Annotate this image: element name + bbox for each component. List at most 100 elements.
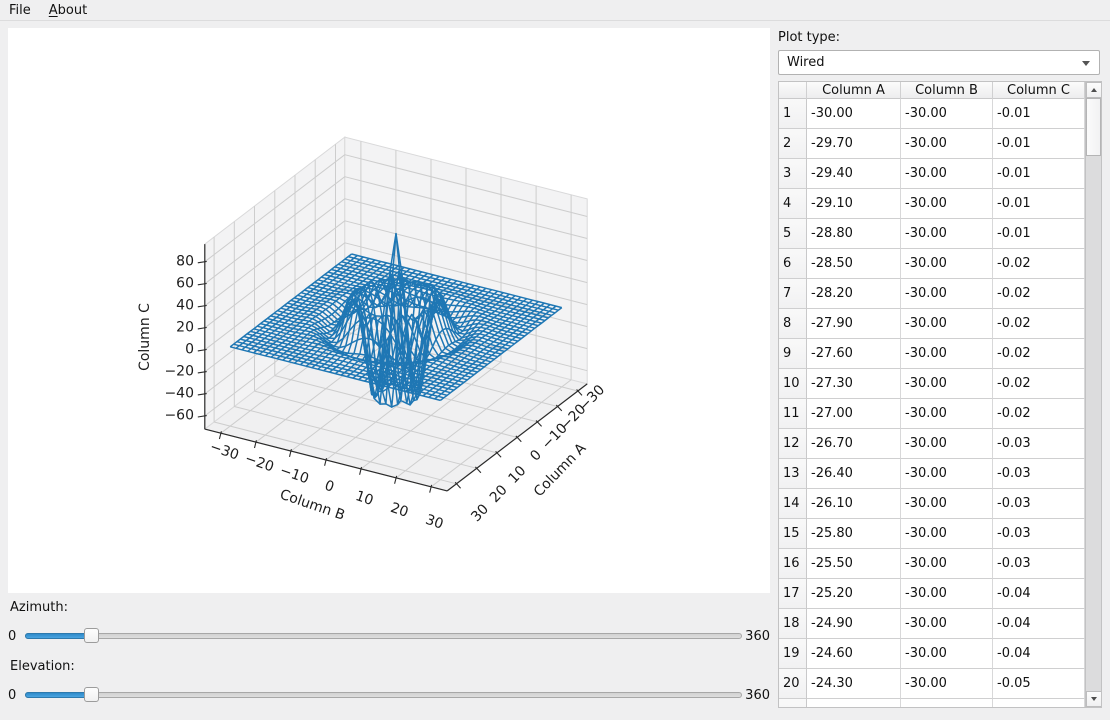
table-cell[interactable]: -30.00	[901, 639, 993, 669]
azimuth-slider[interactable]: 0 360	[8, 628, 770, 644]
table-cell[interactable]: -24.60	[807, 639, 901, 669]
table-cell[interactable]: -30.00	[901, 189, 993, 219]
table-cell[interactable]: -0.02	[993, 249, 1085, 279]
table-cell[interactable]: -28.50	[807, 249, 901, 279]
elevation-slider-track[interactable]	[25, 687, 742, 703]
table-cell[interactable]: -27.60	[807, 339, 901, 369]
table-cell[interactable]: -30.00	[901, 129, 993, 159]
row-number-cell[interactable]: 12	[779, 429, 807, 459]
table-cell[interactable]: -27.30	[807, 369, 901, 399]
table-cell[interactable]: -30.00	[901, 399, 993, 429]
table-cell[interactable]: -0.03	[993, 429, 1085, 459]
table-cell[interactable]: -30.00	[901, 369, 993, 399]
row-number-cell[interactable]: 4	[779, 189, 807, 219]
menu-item-file[interactable]: File	[9, 2, 31, 18]
table-cell[interactable]: -0.02	[993, 399, 1085, 429]
table-cell[interactable]: -30.00	[901, 429, 993, 459]
table-cell[interactable]: -26.10	[807, 489, 901, 519]
scrollbar-thumb[interactable]	[1086, 98, 1101, 156]
row-number-cell[interactable]: 10	[779, 369, 807, 399]
row-number-cell[interactable]: 16	[779, 549, 807, 579]
row-number-cell[interactable]: 14	[779, 489, 807, 519]
plot-canvas[interactable]: −30 −20 −10 0 10 20 30 −30 −20 −10 0 10 20 30 80 60 40 20…	[8, 28, 770, 593]
table-scrollbar[interactable]	[1085, 82, 1101, 707]
elevation-slider[interactable]: 0 360	[8, 687, 770, 703]
row-number-cell[interactable]: 15	[779, 519, 807, 549]
row-number-cell[interactable]: 9	[779, 339, 807, 369]
column-header-column-c[interactable]: Column C	[993, 82, 1085, 99]
table-cell[interactable]: -24.30	[807, 669, 901, 699]
row-number-cell[interactable]: 2	[779, 129, 807, 159]
table-cell[interactable]: -30.00	[901, 159, 993, 189]
column-header-column-b[interactable]: Column B	[901, 82, 993, 99]
table-cell[interactable]: -0.01	[993, 129, 1085, 159]
azimuth-slider-track[interactable]	[25, 628, 742, 644]
table-cell[interactable]: -28.20	[807, 279, 901, 309]
row-number-cell[interactable]: 13	[779, 459, 807, 489]
table-cell[interactable]: -25.50	[807, 549, 901, 579]
table-cell[interactable]: -30.00	[901, 279, 993, 309]
azimuth-slider-handle[interactable]	[83, 628, 99, 643]
table-cell[interactable]: -30.00	[901, 489, 993, 519]
row-number-cell[interactable]: 1	[779, 99, 807, 129]
table-cell[interactable]: -30.00	[901, 579, 993, 609]
table-cell[interactable]: -0.03	[993, 519, 1085, 549]
table-cell[interactable]: -0.03	[993, 459, 1085, 489]
table-cell[interactable]: -26.40	[807, 459, 901, 489]
table-cell[interactable]: -26.70	[807, 429, 901, 459]
table-cell[interactable]	[807, 699, 901, 707]
table-cell[interactable]: -30.00	[901, 99, 993, 129]
plot-type-select[interactable]: Wired	[778, 50, 1100, 75]
table-cell[interactable]: -0.04	[993, 609, 1085, 639]
table-cell[interactable]: -24.90	[807, 609, 901, 639]
table-cell[interactable]: -0.04	[993, 639, 1085, 669]
table-cell[interactable]: -0.02	[993, 369, 1085, 399]
table-cell[interactable]: -0.03	[993, 489, 1085, 519]
table-cell[interactable]: -29.40	[807, 159, 901, 189]
table-cell[interactable]: -30.00	[901, 549, 993, 579]
row-number-cell[interactable]: 6	[779, 249, 807, 279]
table-cell[interactable]: -0.01	[993, 189, 1085, 219]
table-cell[interactable]: -0.04	[993, 579, 1085, 609]
table-cell[interactable]: -25.80	[807, 519, 901, 549]
table-cell[interactable]: -27.00	[807, 399, 901, 429]
table-cell[interactable]: -30.00	[901, 519, 993, 549]
row-number-cell[interactable]: 3	[779, 159, 807, 189]
table-cell[interactable]: -0.02	[993, 339, 1085, 369]
table-cell[interactable]: -30.00	[901, 669, 993, 699]
table-cell[interactable]	[901, 699, 993, 707]
table-cell[interactable]: -30.00	[901, 309, 993, 339]
table-cell[interactable]: -0.05	[993, 669, 1085, 699]
row-number-cell[interactable]: 11	[779, 399, 807, 429]
table-cell[interactable]: -0.02	[993, 279, 1085, 309]
table-cell[interactable]	[993, 699, 1085, 707]
table-cell[interactable]: -0.01	[993, 159, 1085, 189]
table-cell[interactable]: -30.00	[807, 99, 901, 129]
table-cell[interactable]: -0.01	[993, 219, 1085, 249]
table-cell[interactable]: -29.10	[807, 189, 901, 219]
row-number-cell[interactable]	[779, 699, 807, 707]
table-cell[interactable]: -29.70	[807, 129, 901, 159]
table-cell[interactable]: -30.00	[901, 459, 993, 489]
table-cell[interactable]: -30.00	[901, 339, 993, 369]
table-cell[interactable]: -25.20	[807, 579, 901, 609]
row-number-cell[interactable]: 18	[779, 609, 807, 639]
table-cell[interactable]: -30.00	[901, 249, 993, 279]
table-cell[interactable]: -27.90	[807, 309, 901, 339]
row-number-cell[interactable]: 19	[779, 639, 807, 669]
table-cell[interactable]: -0.02	[993, 309, 1085, 339]
table-cell[interactable]: -0.03	[993, 549, 1085, 579]
scroll-up-button[interactable]	[1086, 82, 1101, 98]
row-number-cell[interactable]: 7	[779, 279, 807, 309]
row-number-cell[interactable]: 20	[779, 669, 807, 699]
elevation-slider-handle[interactable]	[83, 687, 99, 702]
table-cell[interactable]: -28.80	[807, 219, 901, 249]
table-cell[interactable]: -0.01	[993, 99, 1085, 129]
table-cell[interactable]: -30.00	[901, 609, 993, 639]
row-number-cell[interactable]: 5	[779, 219, 807, 249]
row-number-cell[interactable]: 8	[779, 309, 807, 339]
row-number-cell[interactable]: 17	[779, 579, 807, 609]
scroll-down-button[interactable]	[1086, 691, 1101, 707]
column-header-column-a[interactable]: Column A	[807, 82, 901, 99]
